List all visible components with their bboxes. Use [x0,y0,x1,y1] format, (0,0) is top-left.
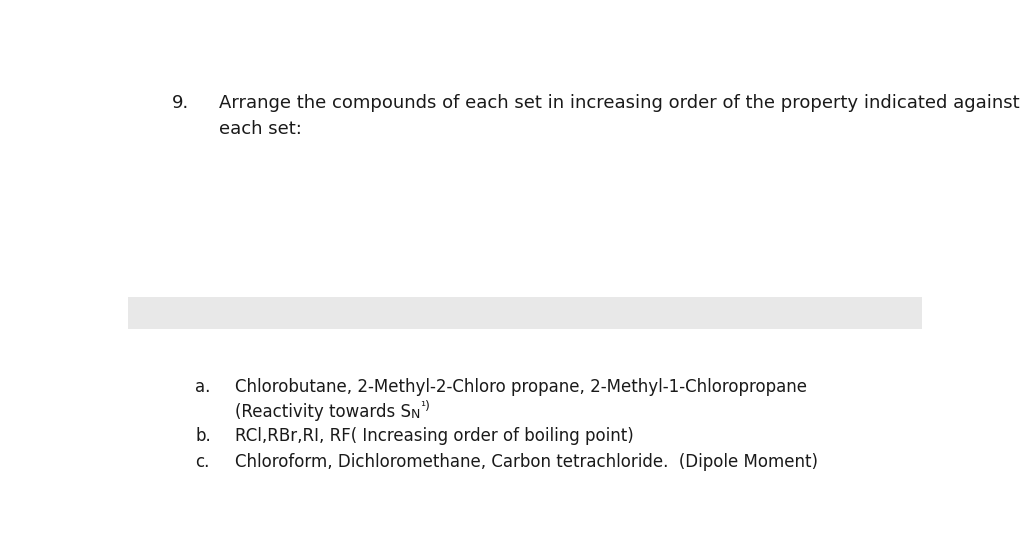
Text: N: N [412,408,421,420]
Text: RCl,RBr,RI, RF( Increasing order of boiling point): RCl,RBr,RI, RF( Increasing order of boil… [236,427,634,445]
Text: each set:: each set: [219,120,302,138]
Bar [128,297,922,329]
Text: Chloroform, Dichloromethane, Carbon tetrachloride.  (Dipole Moment): Chloroform, Dichloromethane, Carbon tetr… [236,453,818,470]
Text: a.: a. [196,378,211,396]
Text: ¹): ¹) [421,401,430,413]
Text: Chlorobutane, 2-Methyl-2-Chloro propane, 2-Methyl-1-Chloropropane: Chlorobutane, 2-Methyl-2-Chloro propane,… [236,378,807,396]
Text: Arrange the compounds of each set in increasing order of the property indicated : Arrange the compounds of each set in inc… [219,94,1020,112]
Text: c.: c. [196,453,210,470]
Text: b.: b. [196,427,211,445]
Text: (Reactivity towards S: (Reactivity towards S [236,403,412,422]
Text: 9.: 9. [172,94,188,112]
